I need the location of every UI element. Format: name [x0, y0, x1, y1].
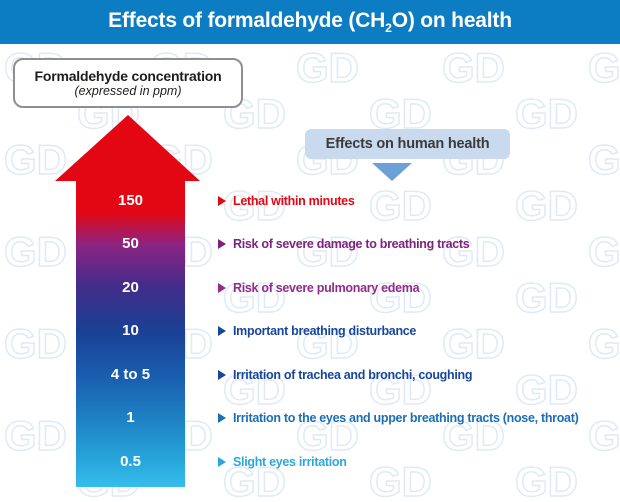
concentration-values: 150 50 20 10 4 to 5 1 0.5: [76, 0, 185, 502]
effect-row: Lethal within minutes: [218, 193, 355, 209]
concentration-label-box: Formaldehyde concentration (expressed in…: [13, 58, 243, 108]
header-bar: Effects of formaldehyde (CH2O) on health: [0, 0, 620, 44]
effects-label-box: Effects on human health: [305, 129, 510, 159]
bullet-triangle-icon: [218, 370, 226, 380]
page-title-pre: Effects of formaldehyde (CH: [108, 8, 386, 32]
bullet-triangle-icon: [218, 239, 226, 249]
effect-row: Risk of severe pulmonary edema: [218, 280, 420, 296]
concentration-value: 150: [117, 192, 144, 209]
bullet-triangle-icon: [218, 413, 226, 423]
concentration-value: 20: [122, 279, 139, 296]
page-title: Effects of formaldehyde (CH2O) on health: [108, 9, 512, 35]
effects-label-text: Effects on human health: [325, 136, 490, 152]
effect-text: Irritation to the eyes and upper breathi…: [233, 411, 579, 425]
concentration-gradient-arrow: [55, 115, 200, 487]
bullet-triangle-icon: [218, 457, 226, 467]
concentration-value: 50: [122, 235, 139, 252]
concentration-value: 1: [126, 409, 135, 426]
effect-text: Slight eyes irritation: [233, 455, 347, 469]
effects-list: Lethal within minutes Risk of severe dam…: [218, 0, 620, 502]
concentration-label-subtitle: (expressed in ppm): [74, 84, 182, 98]
effect-text: Irritation of trachea and bronchi, cough…: [233, 368, 473, 382]
concentration-value: 0.5: [120, 453, 141, 470]
bullet-triangle-icon: [218, 196, 226, 206]
effect-row: Irritation of trachea and bronchi, cough…: [218, 367, 473, 383]
effect-row: Slight eyes irritation: [218, 454, 347, 470]
concentration-value: 4 to 5: [110, 366, 151, 383]
effect-text: Risk of severe pulmonary edema: [233, 281, 420, 295]
page-title-post: O) on health: [391, 8, 512, 32]
page-title-subscript: 2: [385, 21, 392, 36]
effect-row: Risk of severe damage to breathing tract…: [218, 236, 470, 252]
bullet-triangle-icon: [218, 283, 226, 293]
bullet-triangle-icon: [218, 326, 226, 336]
concentration-value: 10: [122, 322, 139, 339]
effect-text: Risk of severe damage to breathing tract…: [233, 237, 470, 251]
down-arrow-icon: [372, 163, 412, 181]
effect-text: Important breathing disturbance: [233, 324, 417, 338]
effect-row: Irritation to the eyes and upper breathi…: [218, 410, 579, 426]
concentration-label-title: Formaldehyde concentration: [34, 68, 222, 84]
effect-text: Lethal within minutes: [233, 194, 355, 208]
effect-row: Important breathing disturbance: [218, 323, 416, 339]
